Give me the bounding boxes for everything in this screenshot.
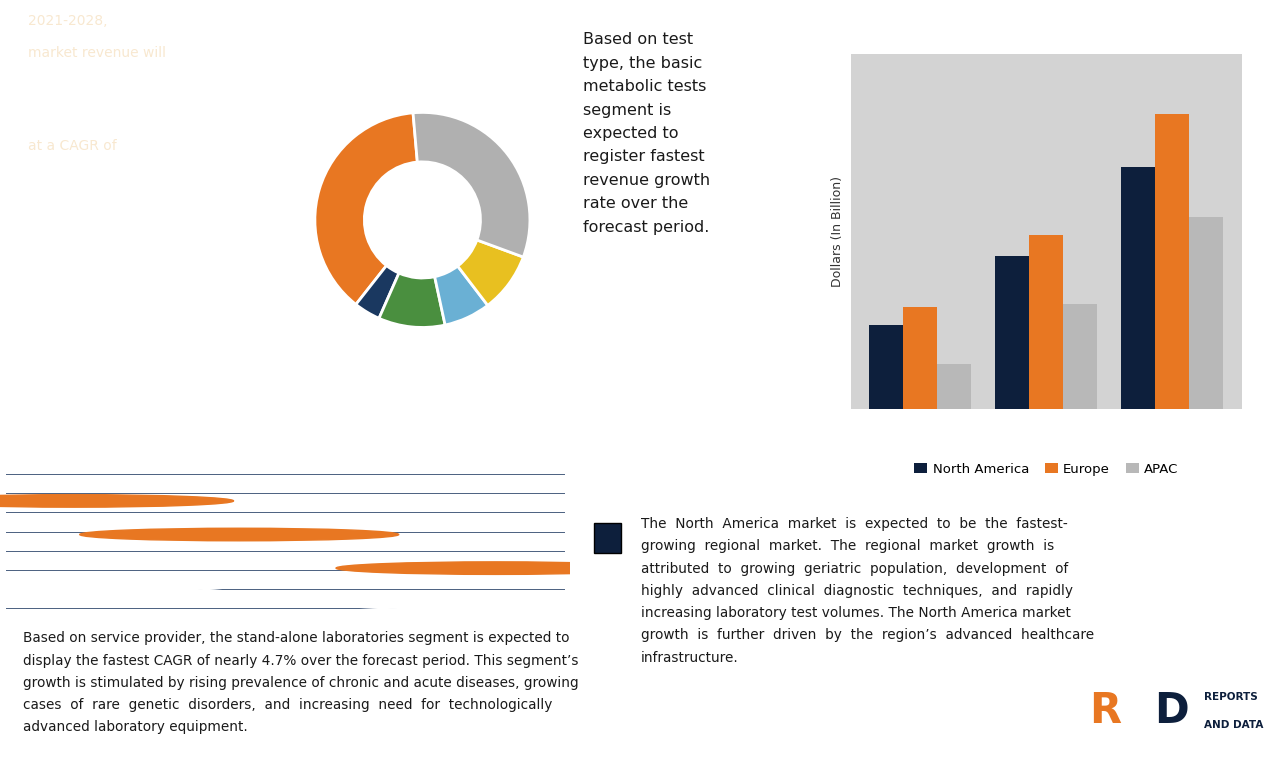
Bar <box>143 328 166 463</box>
Bar <box>111 385 134 463</box>
Text: at a CAGR of: at a CAGR of <box>28 139 116 153</box>
Bar <box>937 364 972 409</box>
Circle shape <box>0 580 233 592</box>
Wedge shape <box>379 273 445 327</box>
Wedge shape <box>315 112 417 304</box>
Bar <box>14 399 38 463</box>
Bar <box>1064 304 1097 409</box>
Bar <box>77 364 101 463</box>
Text: R: R <box>1089 690 1121 732</box>
Text: Based on service provider, the stand-alone laboratories segment is expected to
d: Based on service provider, the stand-alo… <box>23 631 579 734</box>
Circle shape <box>79 593 399 606</box>
Text: market revenue will: market revenue will <box>28 47 165 60</box>
Bar <box>904 307 937 409</box>
Text: REPORTS: REPORTS <box>1204 692 1258 702</box>
Bar <box>1156 114 1189 409</box>
Circle shape <box>337 607 655 619</box>
Circle shape <box>79 529 399 541</box>
Bar <box>1189 217 1224 409</box>
Text: 7.3%: 7.3% <box>22 185 110 216</box>
Wedge shape <box>413 112 530 257</box>
Text: 2021-2028,: 2021-2028, <box>28 14 108 28</box>
Bar <box>1029 236 1064 409</box>
Circle shape <box>337 562 655 575</box>
Wedge shape <box>458 240 524 305</box>
Text: D: D <box>1155 690 1189 732</box>
Wedge shape <box>435 266 488 325</box>
FancyBboxPatch shape <box>594 523 622 554</box>
Wedge shape <box>356 265 399 318</box>
Circle shape <box>0 495 233 507</box>
Bar <box>1121 167 1156 409</box>
Bar <box>996 256 1029 409</box>
Text: Based on test
type, the basic
metabolic tests
segment is
expected to
register fa: Based on test type, the basic metabolic … <box>584 32 710 235</box>
Text: ACCELERATE: ACCELERATE <box>22 93 174 112</box>
Legend: North America, Europe, APAC: North America, Europe, APAC <box>909 457 1184 481</box>
Bar <box>174 350 198 463</box>
Bar <box>46 424 69 463</box>
Text: AND DATA: AND DATA <box>1204 721 1263 731</box>
Y-axis label: Dollars (In Billion): Dollars (In Billion) <box>831 176 845 287</box>
Text: The  North  America  market  is  expected  to  be  the  fastest-
growing  region: The North America market is expected to … <box>641 517 1094 665</box>
Bar <box>869 325 904 409</box>
